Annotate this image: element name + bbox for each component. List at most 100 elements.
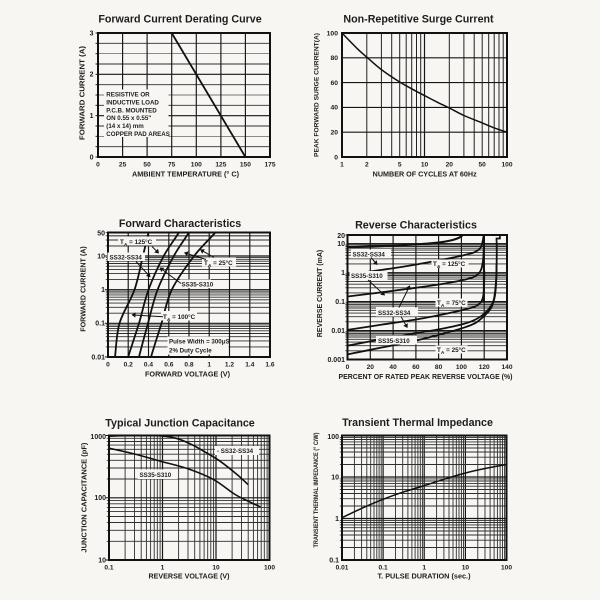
- svg-text:5: 5: [398, 162, 402, 169]
- svg-text:JUNCTION CAPACITANCE (pF): JUNCTION CAPACITANCE (pF): [82, 443, 89, 553]
- svg-text:Forward Current Derating Curve: Forward Current Derating Curve: [98, 14, 261, 26]
- svg-text:1: 1: [340, 162, 344, 169]
- svg-text:FORWARD CURRENT (A): FORWARD CURRENT (A): [81, 246, 88, 332]
- svg-text:40: 40: [330, 105, 338, 112]
- svg-text:75: 75: [168, 162, 176, 169]
- svg-text:INDUCTIVE LOAD: INDUCTIVE LOAD: [106, 99, 159, 106]
- svg-text:FORWARD CURRENT (A): FORWARD CURRENT (A): [78, 45, 87, 140]
- svg-text:1: 1: [90, 113, 94, 120]
- svg-text:0.1: 0.1: [335, 299, 345, 306]
- svg-text:0.6: 0.6: [164, 362, 173, 369]
- svg-text:0.8: 0.8: [184, 362, 193, 369]
- svg-text:TA = 100°C: TA = 100°C: [163, 313, 196, 323]
- svg-text:1: 1: [422, 565, 426, 572]
- svg-text:Pulse Width = 300μS: Pulse Width = 300μS: [169, 339, 230, 346]
- svg-text:10: 10: [421, 162, 429, 169]
- svg-text:0: 0: [334, 154, 338, 161]
- svg-text:TA = 75°C: TA = 75°C: [437, 299, 466, 309]
- svg-text:0: 0: [346, 364, 350, 371]
- svg-text:FORWARD VOLTAGE (V): FORWARD VOLTAGE (V): [145, 372, 230, 379]
- svg-text:Non-Repetitive Surge Current: Non-Repetitive Surge Current: [343, 14, 494, 26]
- svg-text:1: 1: [161, 565, 165, 572]
- svg-text:120: 120: [479, 364, 490, 371]
- svg-text:100: 100: [456, 364, 467, 371]
- svg-text:SS35-S310: SS35-S310: [351, 273, 383, 280]
- svg-text:60: 60: [330, 80, 338, 87]
- svg-text:0: 0: [106, 362, 110, 369]
- svg-text:- SS32-SS34: - SS32-SS34: [217, 448, 254, 455]
- svg-text:TA = 125°C: TA = 125°C: [433, 260, 466, 270]
- svg-text:80: 80: [330, 55, 338, 62]
- svg-text:ON 0.55 x 0.55": ON 0.55 x 0.55": [106, 115, 151, 122]
- svg-text:SS32-SS34: SS32-SS34: [353, 252, 386, 259]
- svg-text:1.2: 1.2: [225, 362, 234, 369]
- svg-text:20: 20: [367, 364, 375, 371]
- svg-text:SS35-S310: SS35-S310: [140, 472, 172, 479]
- svg-text:Typical Junction Capacitance: Typical Junction Capacitance: [105, 418, 255, 430]
- svg-text:TA = 25°C: TA = 25°C: [437, 346, 466, 356]
- svg-text:TRANSIENT THERMAL IMPEDANCE (°: TRANSIENT THERMAL IMPEDANCE (° C/W): [312, 433, 320, 548]
- svg-text:10: 10: [462, 565, 470, 572]
- svg-text:1: 1: [341, 270, 345, 277]
- svg-text:1.4: 1.4: [245, 362, 254, 369]
- svg-text:0: 0: [90, 154, 94, 161]
- svg-text:60: 60: [412, 364, 420, 371]
- svg-text:AMBIENT TEMPERATURE (° C): AMBIENT TEMPERATURE (° C): [132, 171, 239, 179]
- svg-text:40: 40: [389, 364, 397, 371]
- svg-text:2% Duty Cycle: 2% Duty Cycle: [169, 348, 212, 355]
- svg-text:0.1: 0.1: [95, 321, 105, 328]
- svg-text:125: 125: [215, 162, 226, 169]
- svg-text:25: 25: [119, 162, 127, 169]
- svg-text:10: 10: [212, 565, 220, 572]
- svg-text:TA = 125°C: TA = 125°C: [120, 238, 153, 248]
- svg-text:2: 2: [90, 72, 94, 79]
- svg-text:1.6: 1.6: [265, 362, 274, 369]
- svg-text:PEAK FORWARD SURGE CURRENT(A): PEAK FORWARD SURGE CURRENT(A): [314, 33, 321, 157]
- svg-text:80: 80: [435, 364, 443, 371]
- svg-text:10: 10: [337, 241, 345, 248]
- svg-text:20: 20: [446, 162, 454, 169]
- svg-text:P.C.B. MOUNTED: P.C.B. MOUNTED: [106, 107, 157, 114]
- svg-text:3: 3: [90, 30, 94, 37]
- svg-text:1: 1: [207, 362, 211, 369]
- svg-text:(14 x 14) mm: (14 x 14) mm: [106, 123, 144, 130]
- svg-text:175: 175: [264, 162, 275, 169]
- svg-text:2: 2: [365, 162, 369, 169]
- svg-text:0.1: 0.1: [104, 565, 113, 572]
- svg-text:20: 20: [337, 233, 345, 240]
- svg-text:SS32-SS34: SS32-SS34: [110, 254, 143, 261]
- svg-text:50: 50: [143, 162, 151, 169]
- svg-text:1: 1: [101, 287, 105, 294]
- svg-text:Forward Characteristics: Forward Characteristics: [119, 218, 241, 230]
- svg-text:140: 140: [501, 364, 512, 371]
- svg-text:100: 100: [327, 434, 339, 441]
- svg-text:0.2: 0.2: [124, 362, 133, 369]
- svg-text:TA = 25°C: TA = 25°C: [204, 259, 233, 269]
- svg-text:0.01: 0.01: [331, 328, 345, 335]
- svg-text:0.01: 0.01: [336, 565, 349, 572]
- svg-text:1: 1: [335, 516, 339, 523]
- svg-text:PERCENT OF RATED PEAK REVERSE: PERCENT OF RATED PEAK REVERSE VOLTAGE (%…: [339, 374, 513, 381]
- svg-text:100: 100: [264, 565, 275, 572]
- svg-text:100: 100: [94, 495, 106, 502]
- svg-text:Transient Thermal Impedance: Transient Thermal Impedance: [342, 417, 493, 429]
- svg-text:50: 50: [479, 162, 487, 169]
- svg-text:0.1: 0.1: [379, 565, 388, 572]
- svg-text:10: 10: [97, 253, 105, 260]
- svg-text:0.001: 0.001: [327, 357, 345, 364]
- svg-text:20: 20: [330, 130, 338, 137]
- svg-text:REVERSE CURRENT (mA): REVERSE CURRENT (mA): [317, 250, 324, 338]
- svg-text:0: 0: [96, 162, 100, 169]
- svg-text:Reverse Characteristics: Reverse Characteristics: [355, 220, 477, 232]
- svg-text:150: 150: [240, 162, 251, 169]
- svg-text:T. PULSE DURATION (sec.): T. PULSE DURATION (sec.): [378, 574, 471, 581]
- svg-text:SS35-S310: SS35-S310: [182, 281, 214, 288]
- svg-text:REVERSE VOLTAGE (V): REVERSE VOLTAGE (V): [149, 574, 230, 581]
- svg-text:COPPER PAD AREAS: COPPER PAD AREAS: [106, 131, 170, 138]
- svg-text:NUMBER OF CYCLES AT 60Hz: NUMBER OF CYCLES AT 60Hz: [373, 172, 478, 179]
- svg-text:SS32-SS34: SS32-SS34: [378, 310, 411, 317]
- svg-text:0.1: 0.1: [329, 557, 339, 564]
- svg-text:100: 100: [191, 162, 202, 169]
- svg-text:SS35-S310: SS35-S310: [378, 338, 410, 345]
- svg-text:100: 100: [501, 162, 512, 169]
